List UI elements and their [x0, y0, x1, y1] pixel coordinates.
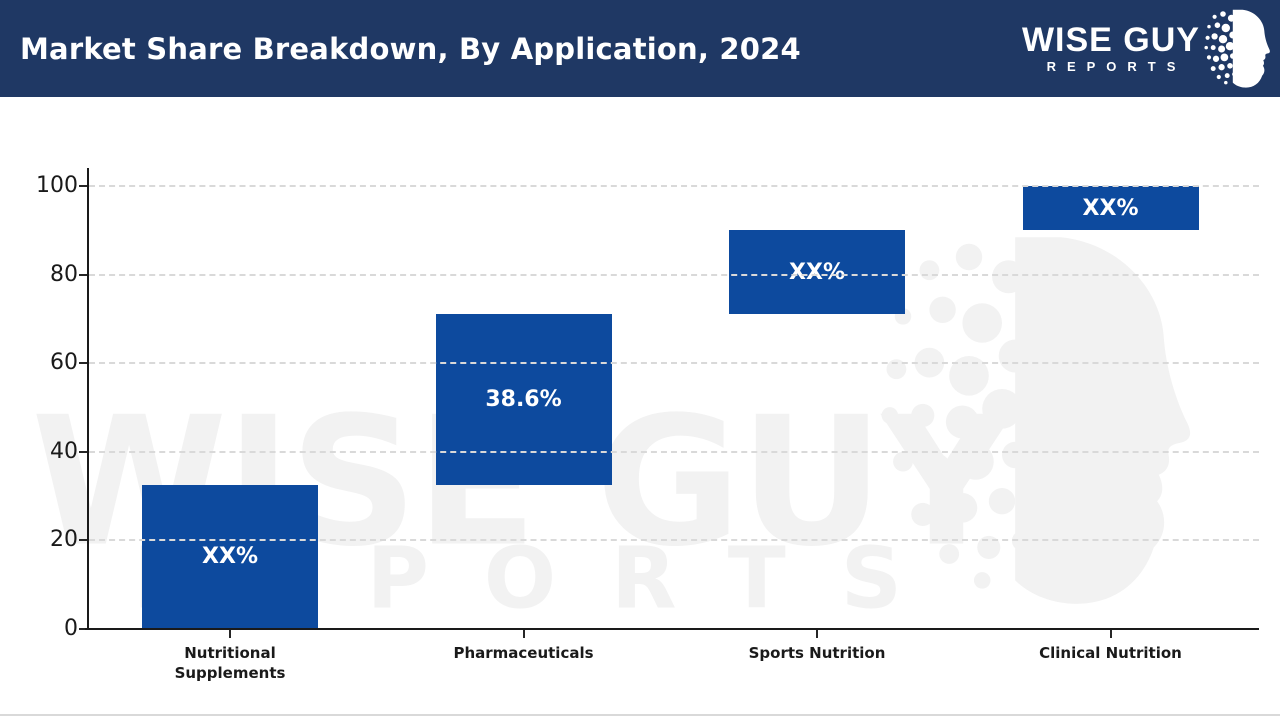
bar-3: XX% [1022, 186, 1199, 231]
bar-label-3: XX% [1082, 195, 1139, 221]
bar-0: XX% [142, 485, 318, 629]
bar-label-2: XX% [789, 259, 845, 285]
gridline-60 [89, 362, 1259, 364]
gridline-100 [89, 185, 1259, 187]
y-tick-label-100: 100 [36, 173, 78, 198]
y-tick-label-20: 20 [50, 527, 78, 552]
y-tick-label-60: 60 [50, 350, 78, 375]
x-tick-label-1: Pharmaceuticals [453, 644, 594, 662]
wiseguy-logo: WISE GUY REPORTS [1022, 4, 1272, 94]
bar-2: XX% [729, 230, 905, 315]
bottom-rule [0, 714, 1280, 716]
logo-reports-label: REPORTS [1046, 59, 1187, 74]
y-tick-label-80: 80 [50, 261, 78, 287]
gridline-40 [89, 450, 1259, 453]
x-tick-0 [229, 630, 231, 638]
y-tick-80 [79, 273, 87, 276]
y-tick-0 [79, 627, 87, 630]
wiseguy-logo-text: WISE GUY REPORTS [1022, 23, 1200, 75]
y-tick-label-40: 40 [50, 438, 78, 464]
y-tick-label-0: 0 [64, 615, 78, 641]
logo-wiseguy-label: WISE GUY [1021, 21, 1200, 59]
page-title: Market Share Breakdown, By Application, … [20, 31, 801, 66]
gridline-80 [89, 273, 1259, 276]
y-tick-40 [79, 450, 87, 453]
x-tick-label-2: Sports Nutrition [748, 644, 886, 662]
y-tick-60 [79, 362, 87, 364]
x-tick-3 [1109, 630, 1112, 638]
x-tick-1 [522, 630, 525, 638]
bar-label-1: 38.6% [485, 387, 562, 413]
bar-1: 38.6% [435, 314, 612, 486]
bar-label-0: XX% [202, 544, 258, 570]
x-tick-label-0: Nutritional Supplements [174, 644, 286, 682]
x-axis-spine [85, 627, 1259, 630]
y-tick-20 [79, 539, 87, 541]
x-tick-label-3: Clinical Nutrition [1039, 644, 1182, 662]
wiseguy-head-logo-icon [1204, 9, 1270, 88]
y-axis-spine [86, 168, 89, 630]
header-bar: Market Share Breakdown, By Application, … [0, 0, 1280, 97]
x-tick-2 [816, 630, 818, 638]
gridline-20 [89, 539, 1259, 541]
y-tick-100 [79, 185, 87, 187]
